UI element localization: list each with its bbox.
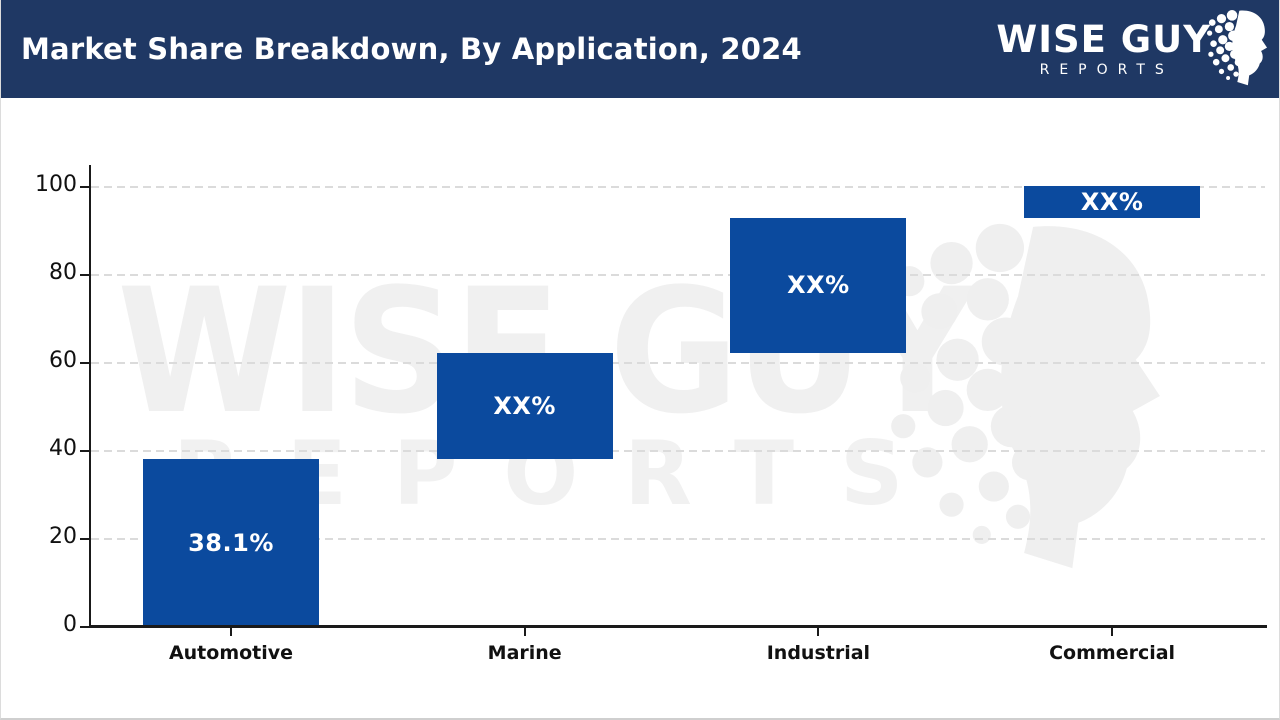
y-tick-mark [80,538,89,540]
y-axis-tick-label: 40 [49,436,77,461]
y-axis-tick-label: 20 [49,524,77,549]
x-axis-category-label: Automotive [168,642,294,664]
logo-brand-subtitle: REPORTS [1039,61,1174,78]
gridline-40 [91,450,1265,452]
wise-guy-reports-logo: WISE GUY REPORTS [996,8,1269,90]
bar-value-label: XX% [787,271,850,300]
header-bar: Market Share Breakdown, By Application, … [1,0,1279,98]
x-tick-mark [817,628,820,636]
bar-industrial: XX% [730,217,907,353]
x-tick-mark [523,628,526,636]
y-axis-tick-label: 80 [49,260,77,285]
x-tick-mark [230,628,232,636]
bar-value-label: 38.1% [188,529,274,558]
y-axis-line [89,165,91,628]
bar-marine: XX% [436,352,613,460]
dotted-head-icon [1206,10,1268,86]
gridline-60 [91,362,1265,364]
y-tick-mark [80,450,89,452]
x-axis-category-label: Commercial [1049,642,1176,664]
x-axis-category-label: Industrial [766,642,871,664]
logo-brand-name: WISE GUY [996,17,1211,61]
bar-commercial: XX% [1024,185,1201,218]
y-tick-mark [80,362,89,364]
y-axis-tick-label: 0 [63,612,77,637]
gridline-20 [91,538,1265,540]
bar-value-label: XX% [493,392,556,421]
x-axis-line [89,625,1267,628]
gridline-80 [91,274,1265,276]
y-tick-mark [80,626,89,628]
gridline-100 [91,186,1265,188]
logo-text: WISE GUY REPORTS [996,21,1211,78]
bar-automotive: 38.1% [143,459,319,627]
y-axis-tick-label: 60 [49,348,77,373]
y-tick-mark [80,274,89,276]
chart-title: Market Share Breakdown, By Application, … [21,32,802,66]
x-axis-category-label: Marine [487,642,562,664]
y-axis-tick-label: 100 [35,172,77,197]
bar-value-label: XX% [1080,187,1144,216]
x-tick-mark [1111,628,1114,636]
y-tick-mark [80,186,89,188]
